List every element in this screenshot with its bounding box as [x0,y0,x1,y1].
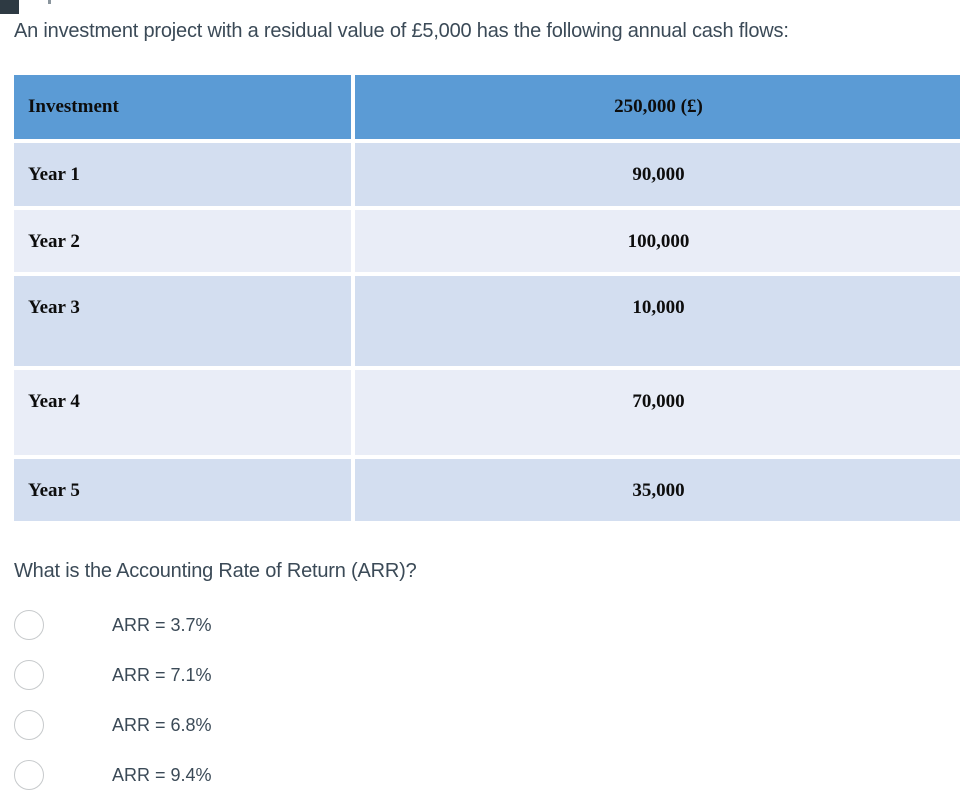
answer-options: ARR = 3.7% ARR = 7.1% ARR = 6.8% ARR = 9… [14,600,979,800]
cash-flow-table: Investment 250,000 (£) Year 1 90,000 Yea… [10,71,964,525]
table-header-amount: 250,000 (£) [355,75,960,139]
row-value: 35,000 [355,459,960,521]
row-value: 10,000 [355,276,960,366]
table-row: Year 4 70,000 [14,370,960,455]
question-prompt: An investment project with a residual va… [14,20,789,42]
option-label: ARR = 3.7% [112,614,212,635]
row-label: Year 2 [14,210,351,272]
table-row: Year 5 35,000 [14,459,960,521]
radio-button[interactable] [14,710,44,740]
answer-option-2[interactable]: ARR = 7.1% [14,650,979,700]
radio-button[interactable] [14,610,44,640]
row-label: Year 5 [14,459,351,521]
table-row: Year 2 100,000 [14,210,960,272]
option-label: ARR = 7.1% [112,664,212,685]
top-left-cropped-element [0,0,19,14]
radio-button[interactable] [14,660,44,690]
answer-option-1[interactable]: ARR = 3.7% [14,600,979,650]
question-text: What is the Accounting Rate of Return (A… [14,560,417,582]
row-label: Year 3 [14,276,351,366]
answer-option-3[interactable]: ARR = 6.8% [14,700,979,750]
row-value: 90,000 [355,143,960,206]
answer-option-4[interactable]: ARR = 9.4% [14,750,979,800]
row-label: Year 1 [14,143,351,206]
table-header-investment: Investment [14,75,351,139]
cropped-text-fragment [48,0,51,4]
table-header-row: Investment 250,000 (£) [14,75,960,139]
table-row: Year 1 90,000 [14,143,960,206]
option-label: ARR = 6.8% [112,714,212,735]
row-value: 70,000 [355,370,960,455]
radio-button[interactable] [14,760,44,790]
row-label: Year 4 [14,370,351,455]
table-row: Year 3 10,000 [14,276,960,366]
option-label: ARR = 9.4% [112,764,212,785]
row-value: 100,000 [355,210,960,272]
